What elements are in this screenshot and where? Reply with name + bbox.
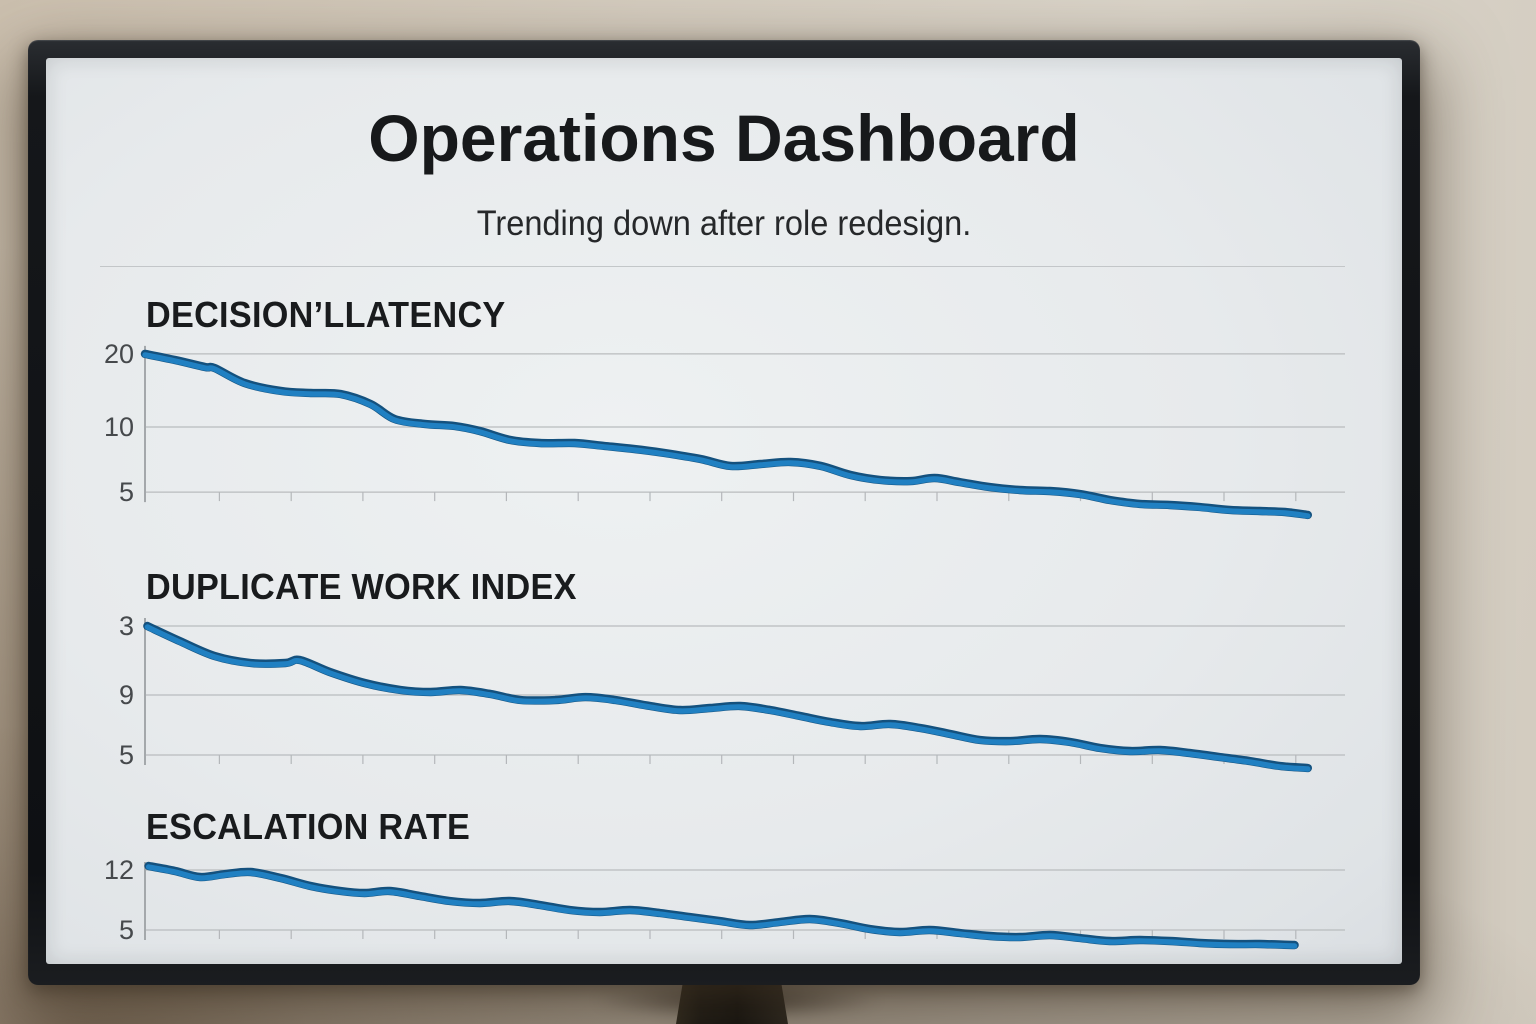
chart-title-escalation-rate: ESCALATION RATE [146,806,471,847]
svg-text:9: 9 [119,680,134,710]
chart-title-duplicate-work-index: DUPLICATE WORK INDEX [146,566,577,607]
svg-text:3: 3 [119,611,134,641]
chart-title-decision-latency: DECISION’LLATENCY [146,294,506,335]
svg-text:20: 20 [104,339,134,369]
dashboard-subtitle: Trending down after role redesign. [476,204,972,243]
escalation-rate-line-chart: 12 5 [104,855,1345,950]
decision-latency-line-chart: 20 10 5 [104,339,1345,520]
svg-text:5: 5 [119,915,134,945]
monitor-bezel: Operations Dashboard Trending down after… [28,40,1420,985]
dashboard-title: Operations Dashboard [368,101,1080,175]
svg-text:12: 12 [104,855,134,885]
monitor-stand-pole [676,983,788,1024]
svg-text:5: 5 [119,740,134,770]
dashboard-screen: Operations Dashboard Trending down after… [46,58,1402,964]
svg-text:5: 5 [119,477,134,507]
svg-text:10: 10 [104,412,134,442]
header-separator-line [100,266,1345,267]
duplicate-work-index-line-chart: 3 9 5 [119,611,1345,773]
